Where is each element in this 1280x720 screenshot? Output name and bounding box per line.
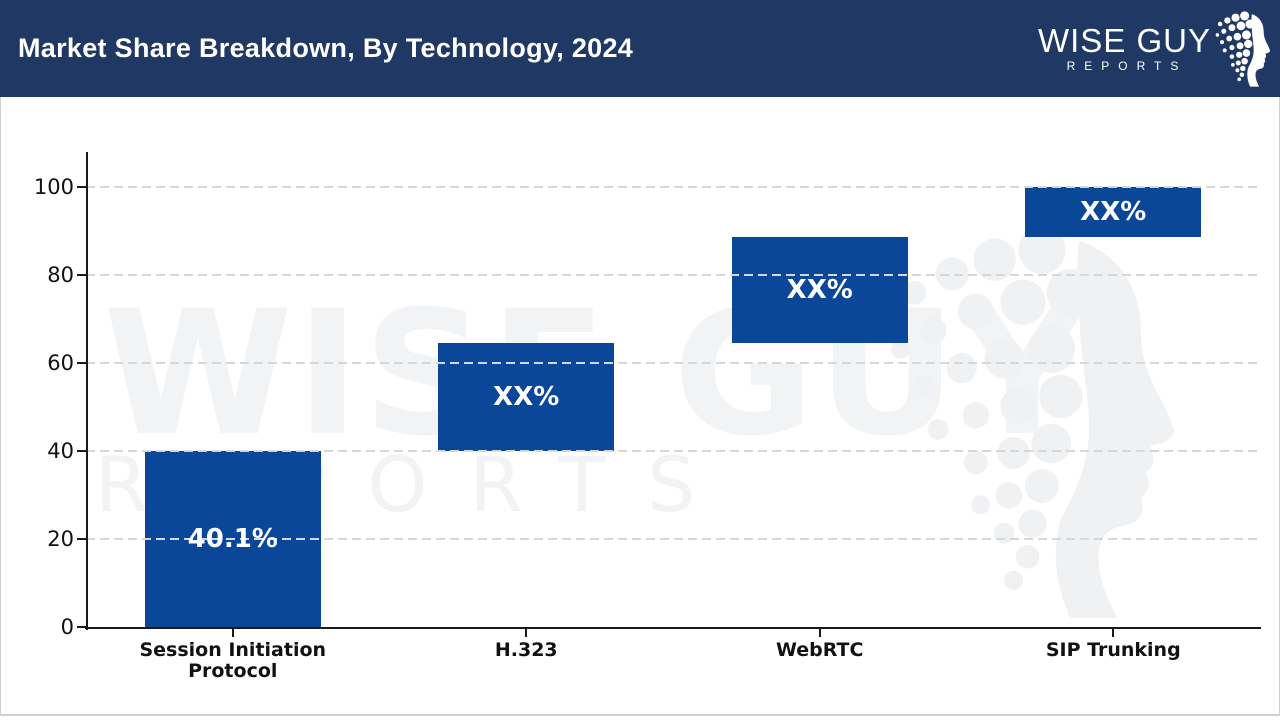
y-tick-label: 60 [47,351,74,375]
x-tick-mark [525,629,528,637]
y-tick-label: 80 [47,263,74,287]
wiseguy-logo: WISE GUY REPORTS [1038,10,1270,87]
header: Market Share Breakdown, By Technology, 2… [0,0,1280,97]
y-gridline [86,186,1260,188]
y-gridline [86,362,1260,364]
x-axis-label: Session Initiation Protocol [139,639,327,682]
y-tick-label: 40 [47,439,74,463]
y-tick-label: 20 [47,527,74,551]
y-tick-label: 0 [60,615,74,639]
watermark-head-icon [891,226,1174,618]
y-tick-mark [77,626,86,628]
y-tick-mark [77,186,86,188]
x-axis-label: SIP Trunking [1045,639,1181,661]
y-tick-mark [77,538,86,540]
y-tick-mark [77,450,86,452]
y-tick-mark [77,274,86,276]
y-gridline [86,538,1260,540]
y-gridline [86,274,1260,276]
y-gridline [86,450,1260,452]
bar-value-label: XX% [1080,197,1147,228]
x-axis-label: WebRTC [776,639,864,661]
logo-text: WISE GUY REPORTS [1037,21,1211,74]
x-axis-line [85,627,1261,629]
y-tick-mark [77,362,86,364]
bar-value-label: XX% [493,381,560,412]
x-tick-mark [818,629,821,637]
logo-subtext: REPORTS [1066,59,1188,74]
y-tick-label: 100 [33,175,74,199]
page-title: Market Share Breakdown, By Technology, 2… [18,33,634,63]
logo-wordmark: WISE GUY [1037,21,1211,59]
bar-segment [438,342,615,451]
bar-segment [731,237,908,343]
bar-segment [1025,187,1202,238]
x-axis-label: H.323 [494,639,558,661]
bar-value-label: XX% [786,274,853,305]
bar-value-label: 40.1% [187,523,278,554]
x-tick-mark [231,629,234,637]
wiseguy-head-icon [1215,11,1270,87]
x-tick-mark [1112,629,1115,637]
y-axis-line [86,152,88,630]
